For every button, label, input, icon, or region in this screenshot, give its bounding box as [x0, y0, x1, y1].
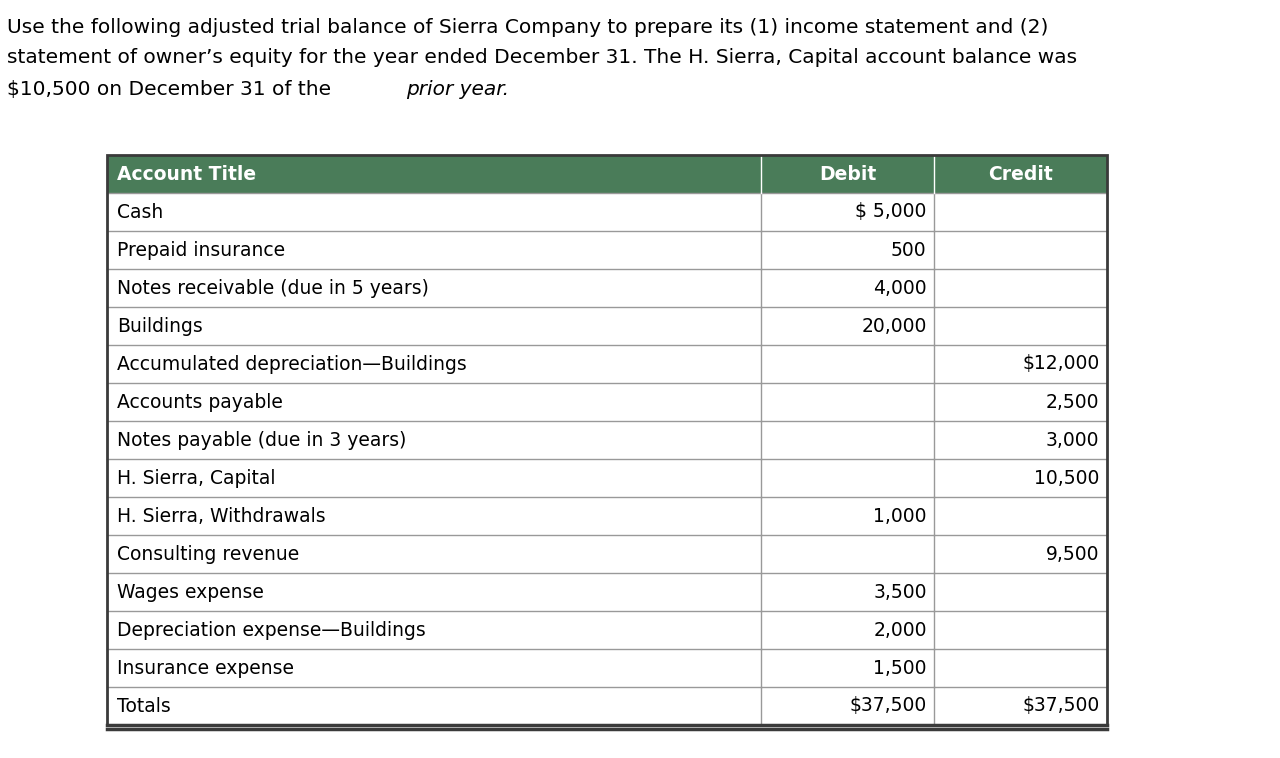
Text: Insurance expense: Insurance expense: [116, 659, 294, 678]
Bar: [108, 573, 1107, 611]
Text: Account Title: Account Title: [116, 164, 256, 183]
Bar: [108, 611, 1107, 649]
Text: 3,500: 3,500: [873, 582, 927, 602]
Text: H. Sierra, Withdrawals: H. Sierra, Withdrawals: [116, 506, 325, 525]
Bar: [108, 497, 1107, 535]
Text: Notes payable (due in 3 years): Notes payable (due in 3 years): [116, 431, 406, 449]
Text: 4,000: 4,000: [873, 278, 927, 297]
Bar: [108, 155, 1107, 193]
Text: $ 5,000: $ 5,000: [855, 202, 927, 221]
Bar: [108, 687, 1107, 725]
Text: Buildings: Buildings: [116, 317, 202, 336]
Text: Wages expense: Wages expense: [116, 582, 264, 602]
Text: 2,500: 2,500: [1046, 393, 1100, 412]
Text: 1,000: 1,000: [873, 506, 927, 525]
Bar: [108, 459, 1107, 497]
Bar: [108, 193, 1107, 231]
Text: Depreciation expense—Buildings: Depreciation expense—Buildings: [116, 621, 425, 640]
Text: $12,000: $12,000: [1023, 355, 1100, 374]
Text: Credit: Credit: [988, 164, 1053, 183]
Text: Totals: Totals: [116, 697, 170, 716]
Bar: [108, 269, 1107, 307]
Text: Debit: Debit: [819, 164, 877, 183]
Text: 500: 500: [891, 240, 927, 259]
Text: $37,500: $37,500: [850, 697, 927, 716]
Bar: [108, 535, 1107, 573]
Text: $10,500 on December 31 of the: $10,500 on December 31 of the: [8, 80, 338, 99]
Text: Prepaid insurance: Prepaid insurance: [116, 240, 285, 259]
Bar: [108, 155, 1107, 725]
Text: H. Sierra, Capital: H. Sierra, Capital: [116, 468, 275, 487]
Text: 10,500: 10,500: [1034, 468, 1100, 487]
Text: Cash: Cash: [116, 202, 163, 221]
Text: statement of owner’s equity for the year ended December 31. The H. Sierra, Capit: statement of owner’s equity for the year…: [8, 48, 1078, 67]
Text: 20,000: 20,000: [861, 317, 927, 336]
Bar: [108, 231, 1107, 269]
Text: $37,500: $37,500: [1023, 697, 1100, 716]
Text: Consulting revenue: Consulting revenue: [116, 544, 300, 563]
Bar: [108, 307, 1107, 345]
Text: 3,000: 3,000: [1046, 431, 1100, 449]
Text: 2,000: 2,000: [873, 621, 927, 640]
Bar: [108, 383, 1107, 421]
Text: Notes receivable (due in 5 years): Notes receivable (due in 5 years): [116, 278, 429, 297]
Text: Use the following adjusted trial balance of Sierra Company to prepare its (1) in: Use the following adjusted trial balance…: [8, 18, 1048, 37]
Text: 1,500: 1,500: [873, 659, 927, 678]
Text: prior year.: prior year.: [406, 80, 509, 99]
Text: Accumulated depreciation—Buildings: Accumulated depreciation—Buildings: [116, 355, 466, 374]
Bar: [108, 421, 1107, 459]
Text: 9,500: 9,500: [1046, 544, 1100, 563]
Bar: [108, 345, 1107, 383]
Bar: [108, 649, 1107, 687]
Text: Accounts payable: Accounts payable: [116, 393, 283, 412]
